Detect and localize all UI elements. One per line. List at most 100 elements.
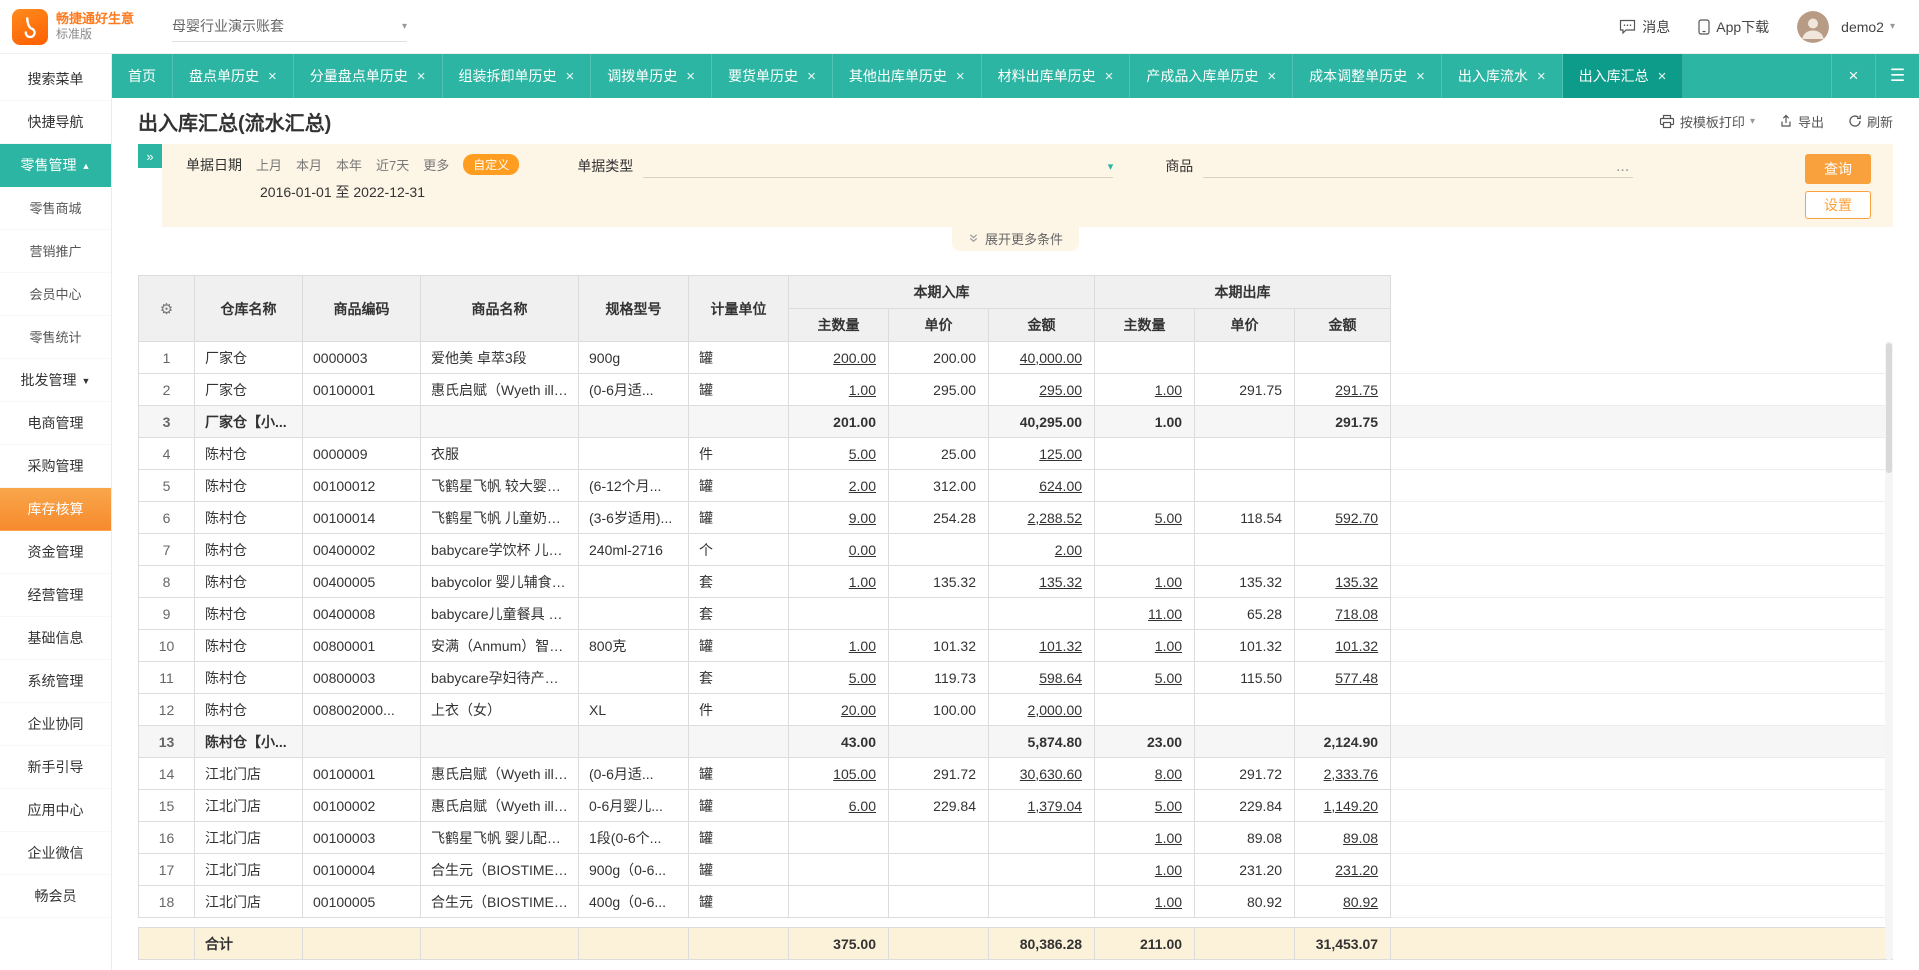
- tab[interactable]: 产成品入库单历史 ×: [1130, 54, 1294, 98]
- sidebar-item[interactable]: 应用中心: [0, 789, 111, 832]
- gear-icon[interactable]: ⚙: [159, 300, 174, 318]
- table-row[interactable]: 17 江北门店 00100004 合生元（BIOSTIME）... 900g（0-6..…: [138, 853, 1893, 886]
- column-subheader[interactable]: 金额: [987, 308, 1096, 342]
- drill-link[interactable]: 1.00: [1154, 829, 1183, 846]
- table-row[interactable]: 6 陈村仓 00100014 飞鹤星飞帆 儿童奶粉 4... (3-6岁适用)... 罐 9…: [138, 501, 1893, 534]
- table-row[interactable]: 9 陈村仓 00400008 babycare儿童餐具 婴... 套 11.00 65.28…: [138, 597, 1893, 630]
- date-quick-option[interactable]: 本年: [336, 158, 363, 173]
- drill-link[interactable]: 101.32: [1335, 637, 1379, 654]
- drill-link[interactable]: 1.00: [1154, 381, 1183, 398]
- column-subheader[interactable]: 金额: [1294, 308, 1392, 342]
- vertical-scrollbar[interactable]: [1885, 341, 1893, 960]
- drill-link[interactable]: 101.32: [1039, 637, 1083, 654]
- column-header[interactable]: 商品编码: [302, 275, 421, 342]
- table-row[interactable]: 7 陈村仓 00400002 babycare学饮杯 儿童... 240ml-2716 个…: [138, 533, 1893, 566]
- drill-link[interactable]: 718.08: [1335, 605, 1379, 622]
- sidebar-item[interactable]: 零售统计: [0, 316, 111, 359]
- sidebar-item[interactable]: 批发管理 ▼: [0, 359, 111, 402]
- column-subheader[interactable]: 主数量: [1094, 308, 1196, 342]
- drill-link[interactable]: 1.00: [1154, 573, 1183, 590]
- drill-link[interactable]: 1.00: [1154, 861, 1183, 878]
- drill-link[interactable]: 30,630.60: [1019, 765, 1083, 782]
- tab[interactable]: 盘点单历史 ×: [173, 54, 294, 98]
- date-range-value[interactable]: 2016-01-01 至 2022-12-31: [260, 184, 426, 200]
- drill-link[interactable]: 5.00: [1154, 797, 1183, 814]
- drill-link[interactable]: 2.00: [848, 477, 876, 494]
- column-subheader[interactable]: 单价: [888, 308, 989, 342]
- date-quick-option[interactable]: 本月: [296, 158, 323, 173]
- drill-link[interactable]: 1,379.04: [1027, 797, 1083, 814]
- tab-menu-button[interactable]: ☰: [1875, 54, 1919, 98]
- column-header[interactable]: 仓库名称: [194, 275, 303, 342]
- tab-close-icon[interactable]: ×: [565, 67, 575, 85]
- drill-link[interactable]: 125.00: [1039, 445, 1083, 462]
- tab[interactable]: 其他出库单历史 ×: [833, 54, 982, 98]
- date-quick-option[interactable]: 更多: [423, 158, 450, 173]
- tab[interactable]: 出入库流水 ×: [1442, 54, 1563, 98]
- sidebar-item[interactable]: 系统管理: [0, 660, 111, 703]
- export-button[interactable]: 导出: [1779, 112, 1824, 131]
- drill-link[interactable]: 1.00: [848, 381, 876, 398]
- close-all-tabs-button[interactable]: ×: [1831, 54, 1875, 98]
- table-row[interactable]: 14 江北门店 00100001 惠氏启赋（Wyeth illu... (0-6月适..…: [138, 757, 1893, 790]
- drill-link[interactable]: 231.20: [1335, 861, 1379, 878]
- drill-link[interactable]: 135.32: [1335, 573, 1379, 590]
- drill-link[interactable]: 598.64: [1039, 669, 1083, 686]
- drill-link[interactable]: 135.32: [1039, 573, 1083, 590]
- drill-link[interactable]: 0.00: [848, 541, 876, 558]
- tab-close-icon[interactable]: ×: [268, 67, 277, 85]
- collapse-filter-button[interactable]: »: [138, 144, 162, 168]
- drill-link[interactable]: 2,288.52: [1027, 509, 1083, 526]
- drill-link[interactable]: 1.00: [1154, 637, 1183, 654]
- sidebar-item[interactable]: 企业微信: [0, 832, 111, 875]
- subtotal-row[interactable]: 13 陈村仓【小... 43.00 5,874.80 23.00 2,124.90: [138, 725, 1893, 758]
- table-row[interactable]: 10 陈村仓 00800001 安满（Anmum）智孕... 800克罐 1.00 101.…: [138, 629, 1893, 662]
- tab-close-icon[interactable]: ×: [807, 67, 816, 85]
- tab[interactable]: 首页: [112, 54, 173, 98]
- drill-link[interactable]: 1.00: [848, 637, 876, 654]
- drill-link[interactable]: 6.00: [848, 797, 876, 814]
- user-menu[interactable]: demo2 ▾: [1841, 19, 1895, 35]
- subtotal-row[interactable]: 3 厂家仓【小... 201.00 40,295.00 1.00 291.75: [138, 405, 1893, 438]
- sidebar-item[interactable]: 快捷导航: [0, 101, 111, 144]
- drill-link[interactable]: 291.75: [1335, 381, 1379, 398]
- drill-link[interactable]: 40,000.00: [1019, 349, 1083, 366]
- drill-link[interactable]: 577.48: [1335, 669, 1379, 686]
- sidebar-item[interactable]: 会员中心: [0, 273, 111, 316]
- tab-close-icon[interactable]: ×: [1536, 67, 1546, 85]
- drill-link[interactable]: 5.00: [1154, 669, 1183, 686]
- date-quick-option[interactable]: 近7天: [376, 158, 410, 173]
- custom-range-badge[interactable]: 自定义: [463, 154, 520, 175]
- drill-link[interactable]: 295.00: [1039, 381, 1083, 398]
- expand-more-button[interactable]: 展开更多条件: [951, 227, 1079, 251]
- column-header[interactable]: 计量单位: [688, 275, 789, 342]
- tab-close-icon[interactable]: ×: [686, 67, 696, 85]
- column-subheader[interactable]: 主数量: [788, 308, 889, 342]
- tab[interactable]: 材料出库单历史 ×: [982, 54, 1131, 98]
- account-select[interactable]: 母婴行业演示账套 ▾: [172, 12, 408, 42]
- print-button[interactable]: 按模板打印 ▾: [1659, 112, 1755, 131]
- tab-close-icon[interactable]: ×: [1657, 67, 1667, 85]
- table-row[interactable]: 12 陈村仓 008002000... 上衣（女） XL 件 20.00 100.00 2,00…: [138, 693, 1893, 726]
- table-row[interactable]: 4 陈村仓 0000009 衣服件 5.00 25.00 125.00: [138, 437, 1893, 470]
- drill-link[interactable]: 624.00: [1039, 477, 1083, 494]
- sidebar-item[interactable]: 资金管理: [0, 531, 111, 574]
- sidebar-item[interactable]: 零售管理 ▲: [0, 144, 111, 187]
- doc-type-select[interactable]: ▾: [643, 156, 1114, 178]
- table-row[interactable]: 15 江北门店 00100002 惠氏启赋（Wyeth illu... 0-6月婴儿..…: [138, 789, 1893, 822]
- table-row[interactable]: 2 厂家仓 00100001 惠氏启赋（Wyeth illu... (0-6月适... 罐…: [138, 373, 1893, 406]
- avatar[interactable]: [1797, 10, 1830, 43]
- sidebar-item[interactable]: 经营管理: [0, 574, 111, 617]
- scrollbar-thumb[interactable]: [1886, 343, 1892, 473]
- sidebar-item[interactable]: 零售商城: [0, 187, 111, 230]
- tab[interactable]: 出入库汇总 ×: [1562, 54, 1684, 98]
- sidebar-item[interactable]: 畅会员: [0, 875, 111, 918]
- sidebar-item[interactable]: 库存核算: [0, 488, 111, 531]
- tab-close-icon[interactable]: ×: [1416, 67, 1425, 85]
- column-header[interactable]: 规格型号: [578, 275, 689, 342]
- tab-close-icon[interactable]: ×: [416, 67, 426, 85]
- drill-link[interactable]: 5.00: [848, 669, 876, 686]
- drill-link[interactable]: 105.00: [833, 765, 876, 782]
- messages-button[interactable]: 消息: [1619, 17, 1670, 37]
- app-download-button[interactable]: App下载: [1698, 17, 1769, 37]
